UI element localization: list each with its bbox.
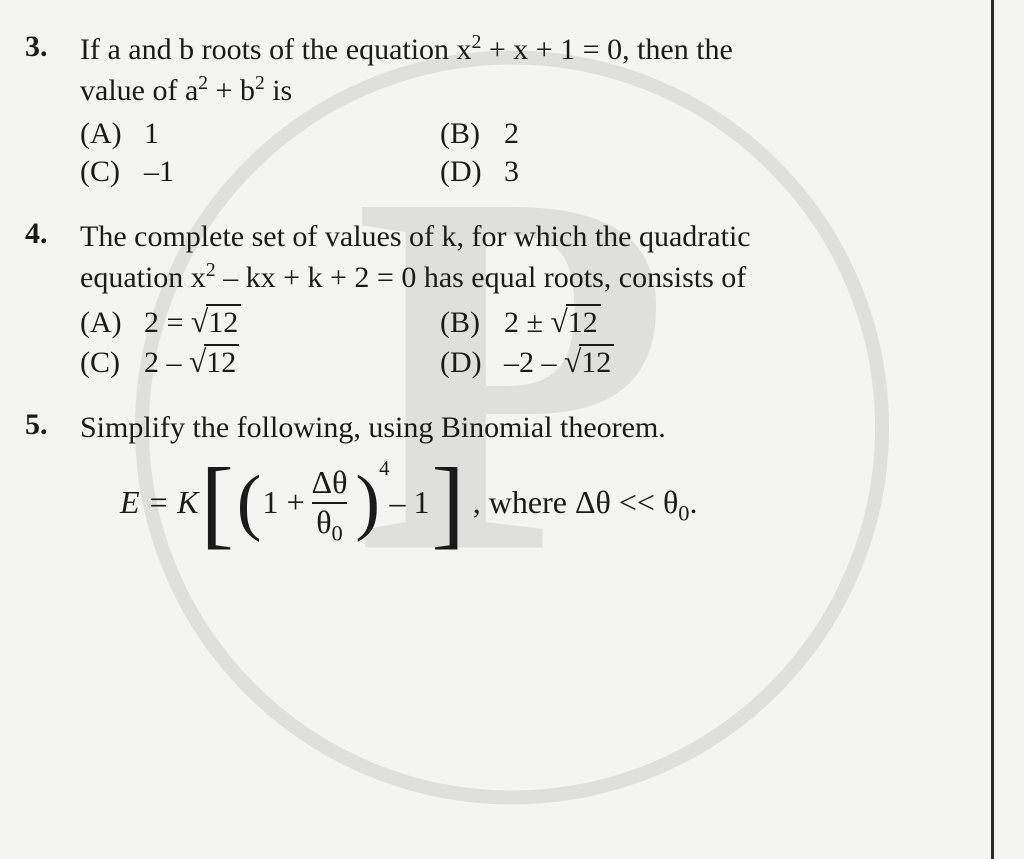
q3-options: (A) 1 (B) 2 (C) –1 (D) 3 — [80, 117, 780, 189]
q4-text-p2: – kx + k + 2 = 0 has equal roots, consis… — [216, 261, 747, 294]
option-value: 2 – √12 — [144, 344, 239, 380]
option-value: 2 — [504, 117, 519, 151]
option-label: (D) — [440, 346, 494, 380]
question-text: If a and b roots of the equation x2 + x … — [80, 30, 780, 111]
question-number: 4. — [25, 217, 48, 251]
option-label: (D) — [440, 155, 494, 189]
question-number: 3. — [25, 30, 48, 64]
sqrt-icon: √12 — [564, 344, 614, 380]
page-content: 3. If a and b roots of the equation x2 +… — [0, 0, 820, 601]
fraction: Δθ θ0 — [308, 465, 352, 539]
sqrt-icon: √12 — [550, 304, 600, 340]
where-clause: , where Δθ << θ0. — [473, 484, 698, 521]
q3-exp2: 2 — [198, 73, 208, 94]
den-base: θ — [316, 504, 331, 540]
after-paren: – 1 — [389, 484, 429, 521]
where-suffix: . — [689, 484, 697, 520]
question-text: The complete set of values of k, for whi… — [80, 217, 780, 298]
exponent: 4 — [379, 457, 389, 481]
option-value: 3 — [504, 155, 519, 189]
q3-option-a: (A) 1 — [80, 117, 420, 151]
option-label: (C) — [80, 155, 134, 189]
sqrt-icon: √12 — [191, 304, 241, 340]
q3-text-p4: is — [265, 74, 293, 107]
den-sub: 0 — [332, 520, 343, 545]
option-label: (C) — [80, 346, 134, 380]
q3-text-p3: + b — [208, 74, 255, 107]
q4-option-b: (B) 2 ± √12 — [440, 304, 780, 340]
question-4: 4. The complete set of values of k, for … — [80, 217, 780, 380]
question-3: 3. If a and b roots of the equation x2 +… — [80, 30, 780, 189]
prefix: 2 – — [144, 346, 189, 379]
q3-option-c: (C) –1 — [80, 155, 420, 189]
q4-option-a: (A) 2 = √12 — [80, 304, 420, 340]
right-margin-rule — [991, 0, 994, 859]
q3-exp3: 2 — [255, 73, 265, 94]
question-5: 5. Simplify the following, using Binomia… — [80, 408, 780, 543]
where-prefix: , where Δθ << θ — [473, 484, 679, 520]
prefix: 2 = — [144, 306, 191, 339]
right-paren-icon: ) — [354, 473, 381, 532]
prefix: –2 – — [504, 346, 564, 379]
radicand: 12 — [204, 344, 239, 380]
sqrt-icon: √12 — [189, 344, 239, 380]
option-value: 1 — [144, 117, 159, 151]
option-value: –2 – √12 — [504, 344, 614, 380]
fraction-denominator: θ0 — [312, 502, 347, 540]
q3-option-b: (B) 2 — [440, 117, 780, 151]
option-label: (A) — [80, 117, 134, 151]
radicand: 12 — [206, 304, 241, 340]
prefix: 2 ± — [504, 306, 550, 339]
left-bracket-icon: [ — [198, 463, 235, 543]
q4-options: (A) 2 = √12 (B) 2 ± √12 (C) 2 – √12 (D) — [80, 304, 780, 380]
q4-exp1: 2 — [206, 260, 216, 281]
fraction-numerator: Δθ — [308, 465, 352, 501]
option-value: 2 ± √12 — [504, 304, 601, 340]
right-bracket-icon: ] — [429, 463, 466, 543]
radicand: 12 — [579, 344, 614, 380]
q3-text-p1: If a and b roots of the equation x — [80, 33, 472, 66]
q4-option-d: (D) –2 – √12 — [440, 344, 780, 380]
option-value: 2 = √12 — [144, 304, 241, 340]
question-text: Simplify the following, using Binomial t… — [80, 408, 780, 449]
formula-lhs: E = K — [120, 484, 198, 521]
q3-exp1: 2 — [472, 32, 482, 53]
question-number: 5. — [25, 408, 48, 442]
radicand: 12 — [566, 304, 601, 340]
q5-formula: E = K [ ( 1 + Δθ θ0 ) 4 – 1 ] , where Δθ… — [120, 463, 780, 543]
where-sub: 0 — [678, 500, 689, 525]
option-label: (B) — [440, 306, 494, 340]
option-label: (A) — [80, 306, 134, 340]
option-value: –1 — [144, 155, 174, 189]
option-label: (B) — [440, 117, 494, 151]
inner-left: 1 + — [262, 484, 304, 521]
q4-option-c: (C) 2 – √12 — [80, 344, 420, 380]
left-paren-icon: ( — [236, 473, 263, 532]
q3-option-d: (D) 3 — [440, 155, 780, 189]
